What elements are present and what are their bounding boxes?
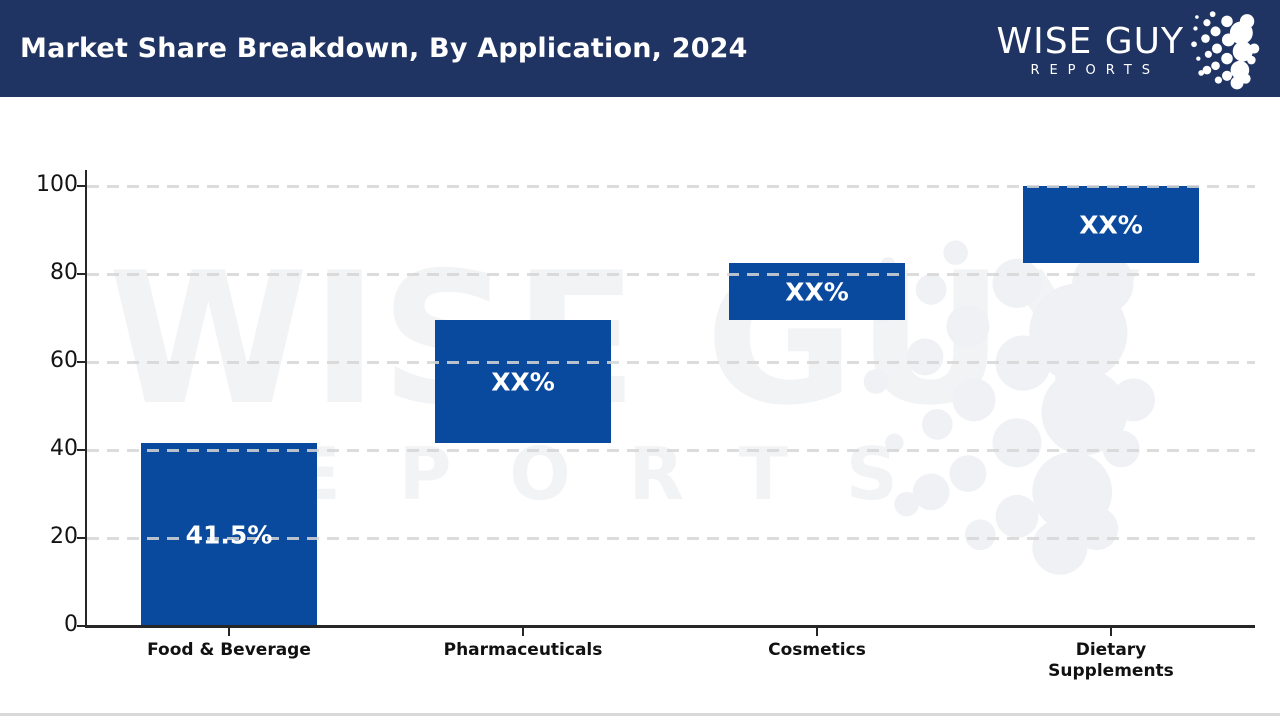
plot-area: 41.5% XX% XX% XX% 0 20 40 60 80 100 Food & Beverag… (0, 97, 1280, 713)
y-tick-label: 60 (50, 348, 78, 373)
x-tick (816, 628, 818, 636)
y-tick (77, 361, 85, 363)
bar (141, 443, 317, 626)
chart-title: Market Share Breakdown, By Application, … (20, 33, 748, 64)
brand-subtitle: REPORTS (1030, 62, 1161, 78)
y-tick-label: 40 (50, 436, 78, 461)
y-tick-label: 0 (64, 612, 78, 637)
y-tick (77, 625, 85, 627)
dotted-head-icon (1191, 11, 1260, 90)
x-tick (1110, 628, 1112, 636)
footer-divider (0, 713, 1280, 716)
x-tick (522, 628, 524, 636)
brand-logo: WISE GUY REPORTS (997, 6, 1267, 94)
category-label: Food & Beverage (147, 640, 311, 660)
brand-name: WISE GUY (996, 20, 1184, 62)
gridline (87, 537, 1255, 540)
bar-value-label: XX% (785, 277, 849, 307)
gridline (87, 361, 1255, 364)
x-axis (85, 625, 1255, 628)
category-label: Pharmaceuticals (443, 640, 603, 660)
gridline (87, 185, 1255, 188)
bar (729, 263, 905, 320)
y-axis (85, 170, 87, 626)
category-label: Dietary Supplements (1048, 640, 1174, 681)
y-tick (77, 185, 85, 187)
gridline (87, 449, 1255, 452)
y-tick (77, 449, 85, 451)
bar-value-label: XX% (491, 367, 555, 397)
bar (1023, 186, 1199, 264)
y-tick-label: 20 (50, 524, 78, 549)
y-tick-label: 100 (36, 172, 78, 197)
y-tick (77, 273, 85, 275)
brand-logo-text: WISE GUY REPORTS (996, 20, 1185, 78)
bar (435, 319, 611, 444)
x-tick (228, 628, 230, 636)
gridline (87, 273, 1255, 276)
bar-value-label: XX% (1079, 210, 1143, 240)
y-tick-label: 80 (50, 260, 78, 285)
category-label: Cosmetics (768, 640, 866, 660)
y-tick (77, 537, 85, 539)
header-bar: Market Share Breakdown, By Application, … (0, 0, 1280, 97)
bar-value-label: 41.5% (185, 520, 273, 550)
